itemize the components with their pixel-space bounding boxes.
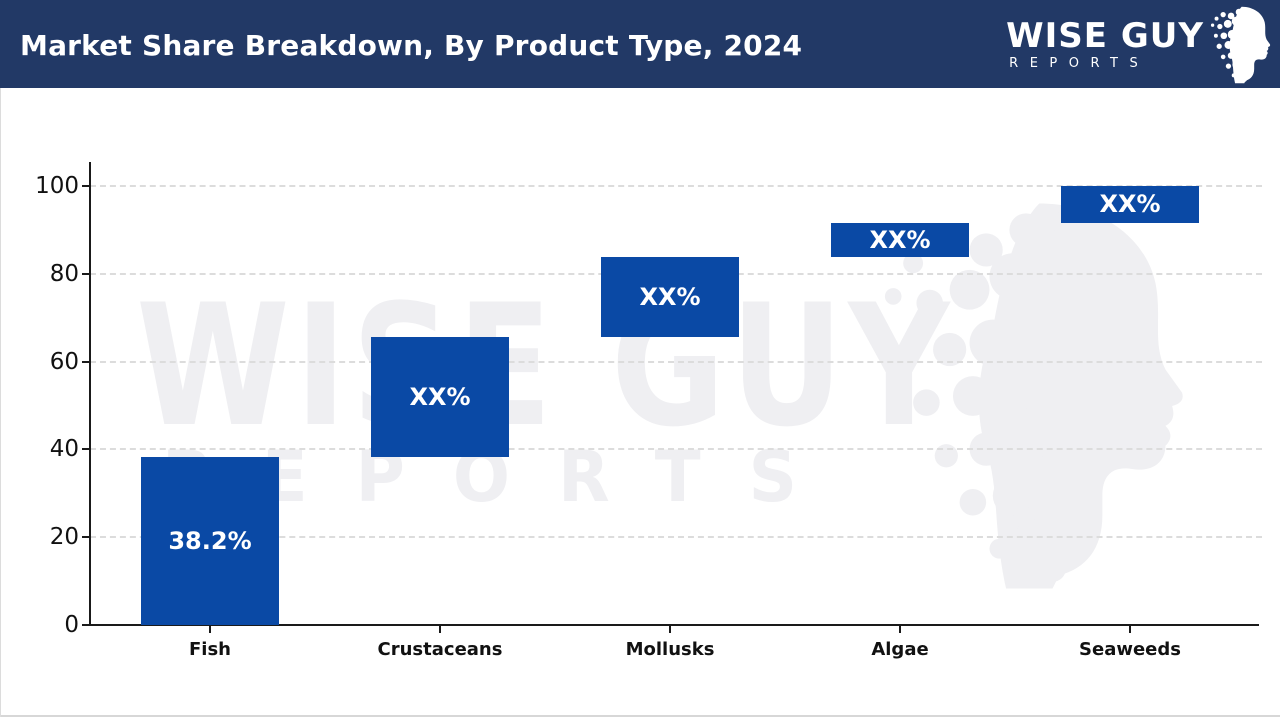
logo-wordmark: WISE GUY bbox=[1006, 16, 1204, 56]
y-tick-label-0: 0 bbox=[64, 612, 79, 638]
bar-mollusks: XX% bbox=[601, 257, 739, 337]
y-axis-line bbox=[89, 162, 91, 626]
y-tick-label-100: 100 bbox=[35, 173, 79, 199]
x-tick-label-algae: Algae bbox=[871, 639, 929, 660]
gridline-100 bbox=[90, 185, 1262, 187]
bar-value-label-crustaceans: XX% bbox=[409, 382, 471, 411]
bar-value-label-mollusks: XX% bbox=[639, 282, 701, 311]
y-tick-label-40: 40 bbox=[49, 436, 79, 463]
logo-subtext: REPORTS bbox=[1009, 56, 1150, 71]
x-axis-line bbox=[89, 624, 1259, 626]
logo-text-block: WISE GUY REPORTS bbox=[1006, 18, 1204, 72]
y-tick-80 bbox=[82, 272, 89, 275]
bar-crustaceans: XX% bbox=[371, 336, 509, 458]
logo-face-icon bbox=[1206, 5, 1272, 85]
y-tick-0 bbox=[82, 624, 89, 626]
chart-title: Market Share Breakdown, By Product Type,… bbox=[20, 29, 803, 62]
x-tick-label-seaweeds: Seaweeds bbox=[1079, 639, 1181, 660]
gridline-20 bbox=[90, 536, 1262, 539]
x-tick-algae bbox=[899, 626, 901, 633]
wiseguy-logo: WISE GUY REPORTS bbox=[1006, 4, 1272, 86]
gridline-60 bbox=[90, 360, 1262, 363]
gridline-40 bbox=[90, 448, 1262, 451]
x-tick-label-crustaceans: Crustaceans bbox=[377, 639, 503, 660]
x-tick-label-fish: Fish bbox=[189, 639, 231, 660]
x-tick-crustaceans bbox=[439, 626, 441, 633]
left-border-rule bbox=[0, 88, 1, 717]
y-tick-label-60: 60 bbox=[49, 348, 79, 375]
bar-algae: XX% bbox=[831, 222, 969, 258]
y-tick-60 bbox=[82, 360, 89, 363]
y-tick-label-80: 80 bbox=[49, 260, 79, 287]
y-tick-40 bbox=[82, 448, 89, 451]
y-tick-label-20: 20 bbox=[49, 524, 79, 551]
bar-fish: 38.2% bbox=[141, 457, 279, 625]
x-tick-mollusks bbox=[669, 626, 671, 633]
watermark-wordmark: WISE GUY bbox=[136, 268, 955, 464]
y-tick-100 bbox=[82, 185, 89, 187]
x-tick-fish bbox=[209, 626, 211, 633]
bar-value-label-seaweeds: XX% bbox=[1099, 190, 1161, 219]
x-tick-label-mollusks: Mollusks bbox=[625, 639, 715, 660]
bottom-border-rule bbox=[0, 715, 1280, 717]
bar-value-label-algae: XX% bbox=[869, 225, 931, 254]
x-tick-seaweeds bbox=[1129, 626, 1131, 633]
bar-value-label-fish: 38.2% bbox=[168, 527, 252, 556]
header-bar: Market Share Breakdown, By Product Type,… bbox=[0, 0, 1280, 88]
y-tick-20 bbox=[82, 536, 89, 539]
bar-seaweeds: XX% bbox=[1061, 186, 1199, 223]
